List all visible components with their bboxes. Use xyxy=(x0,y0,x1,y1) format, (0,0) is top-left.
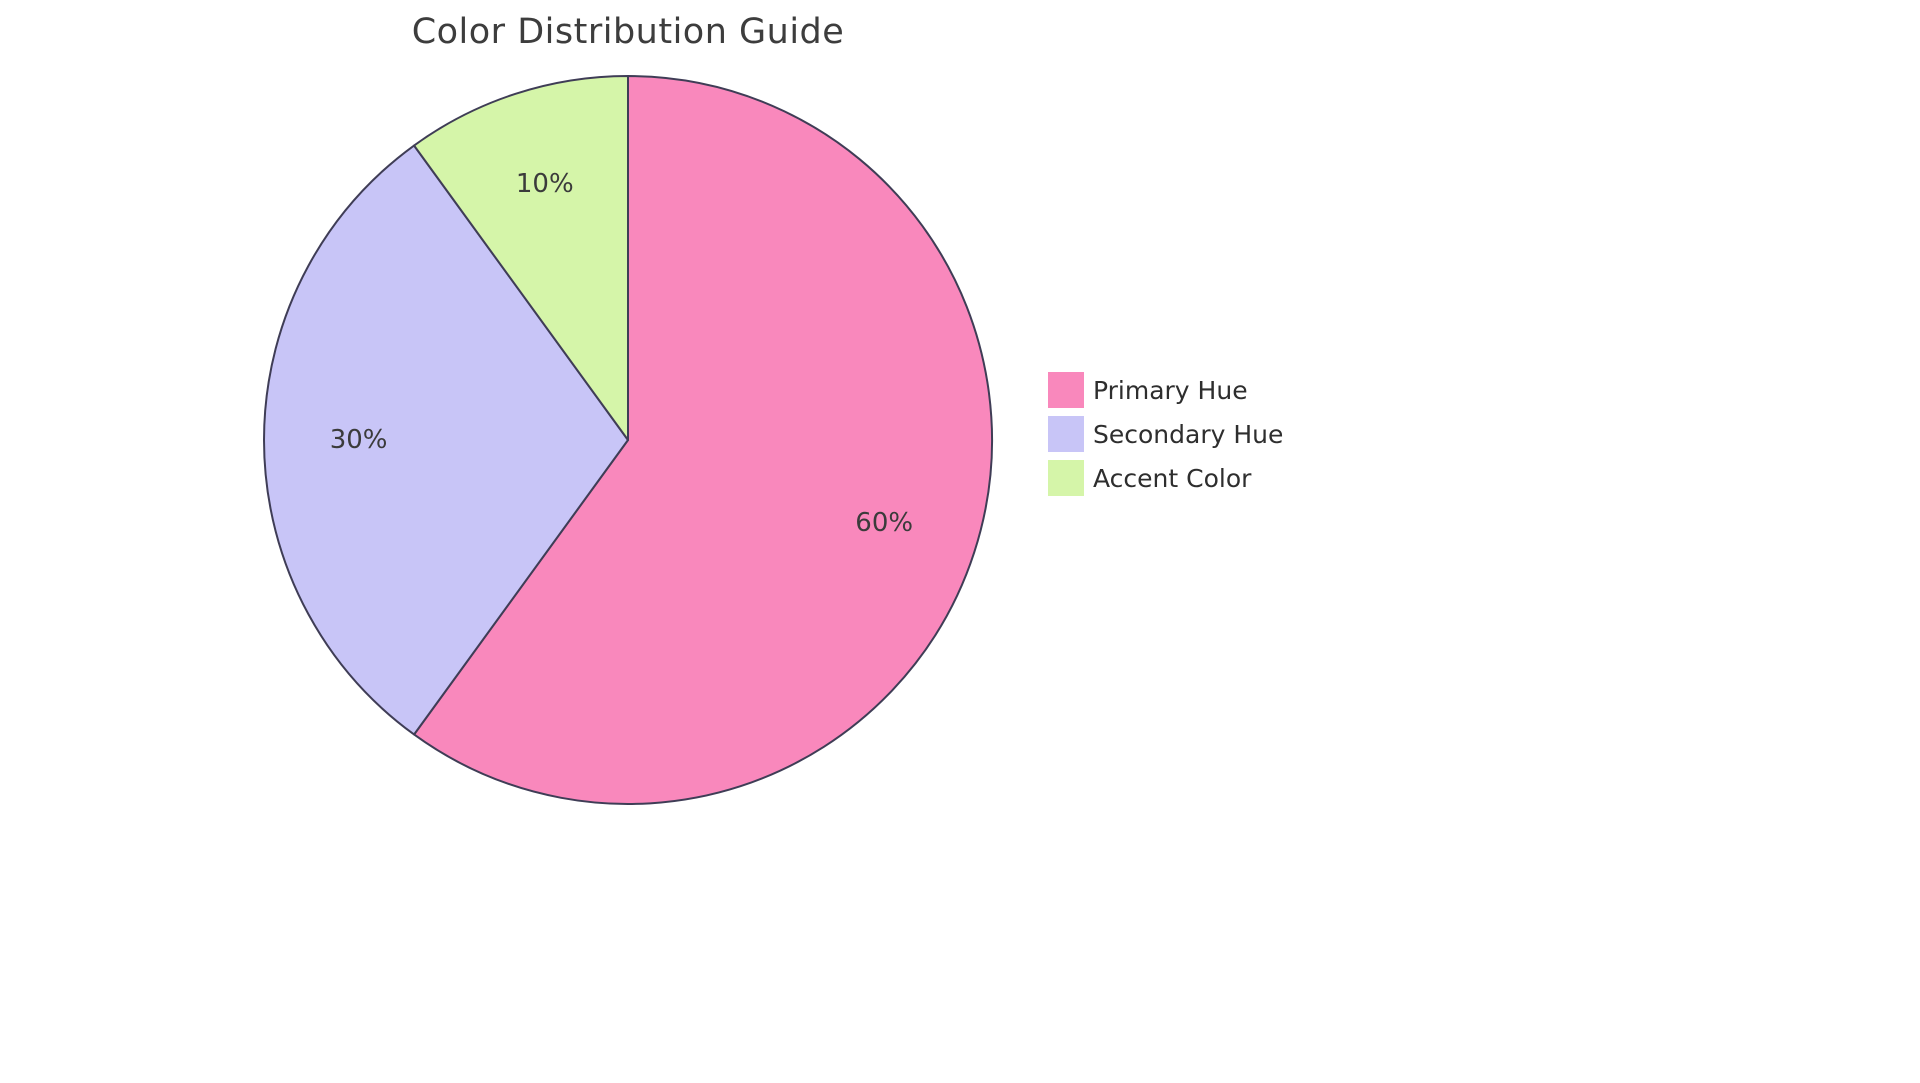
pie-slice-accent-color xyxy=(413,75,629,441)
pie-slice-secondary-hue xyxy=(263,144,629,736)
legend-color-swatch xyxy=(1048,416,1084,452)
legend-label: Accent Color xyxy=(1093,463,1252,493)
legend-item-secondary-hue: Secondary Hue xyxy=(1048,416,1283,452)
legend-label: Secondary Hue xyxy=(1093,419,1284,449)
pie-slice-percent-label: 30% xyxy=(330,425,388,455)
legend-label: Primary Hue xyxy=(1093,375,1248,405)
legend-color-swatch xyxy=(1048,460,1084,496)
legend-item-accent-color: Accent Color xyxy=(1048,460,1283,496)
pie-slice-percent-label: 60% xyxy=(855,508,913,538)
pie-slice-primary-hue xyxy=(413,75,993,805)
pie-slice-percent-label: 10% xyxy=(516,169,574,199)
legend-color-swatch xyxy=(1048,372,1084,408)
chart-title: Color Distribution Guide xyxy=(411,12,845,52)
legend-item-primary-hue: Primary Hue xyxy=(1048,372,1283,408)
legend: Primary Hue Secondary Hue Accent Color xyxy=(1048,372,1283,496)
